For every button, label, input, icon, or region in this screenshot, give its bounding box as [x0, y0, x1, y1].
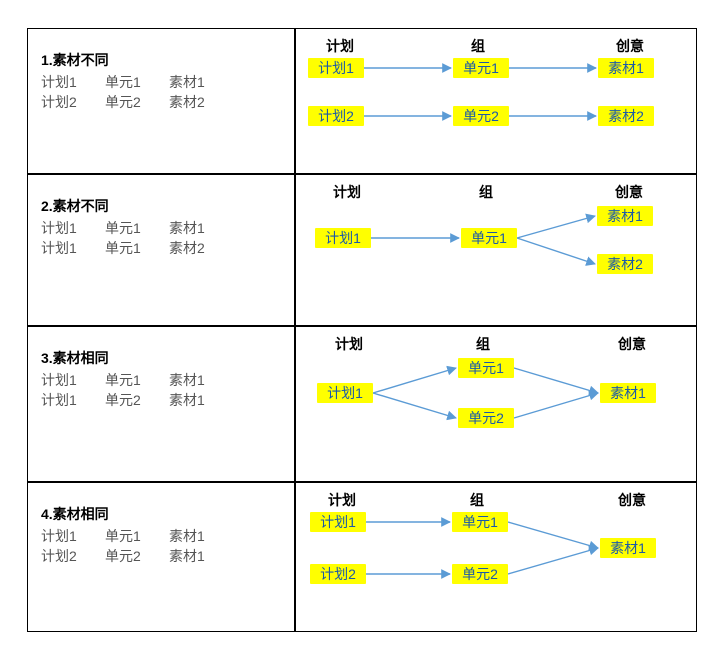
panel4-col2-row1: 单元1	[105, 526, 141, 546]
flow-node: 计划2	[310, 564, 366, 584]
panel3-col1-row2: 计划1	[41, 390, 77, 410]
flow-node: 素材2	[598, 106, 654, 126]
panel4-col2-row2: 单元2	[105, 546, 141, 566]
flow-node: 计划1	[308, 58, 364, 78]
flow-node: 单元1	[452, 512, 508, 532]
panel4-col3-row2: 素材1	[169, 546, 205, 566]
panel4-col1-row2: 计划2	[41, 546, 77, 566]
panel1-col1-row2: 计划2	[41, 92, 77, 112]
col-header-2-2: 组	[479, 182, 493, 202]
col-header-4-1: 计划	[328, 490, 356, 510]
flow-node: 素材1	[600, 538, 656, 558]
panel-title-1: 1.素材不同	[41, 50, 109, 70]
flow-node: 计划1	[310, 512, 366, 532]
col-header-4-2: 组	[470, 490, 484, 510]
col-header-1-2: 组	[471, 36, 485, 56]
panel2-col1-row1: 计划1	[41, 218, 77, 238]
panel1-col2-row1: 单元1	[105, 72, 141, 92]
panel1-col2-row2: 单元2	[105, 92, 141, 112]
col-header-2-3: 创意	[615, 182, 643, 202]
panel4-col1-row1: 计划1	[41, 526, 77, 546]
panel3-col3-row2: 素材1	[169, 390, 205, 410]
flow-node: 计划1	[315, 228, 371, 248]
panel3-col1-row1: 计划1	[41, 370, 77, 390]
flow-node: 计划2	[308, 106, 364, 126]
flow-node: 单元2	[458, 408, 514, 428]
flow-node: 素材1	[598, 58, 654, 78]
flow-node: 素材1	[600, 383, 656, 403]
panel2-col1-row2: 计划1	[41, 238, 77, 258]
panel1-col1-row1: 计划1	[41, 72, 77, 92]
panel1-col3-row2: 素材2	[169, 92, 205, 112]
flow-node: 单元1	[453, 58, 509, 78]
panel4-col3-row1: 素材1	[169, 526, 205, 546]
panel2-col3-row1: 素材1	[169, 218, 205, 238]
panel3-col3-row1: 素材1	[169, 370, 205, 390]
col-header-3-3: 创意	[618, 334, 646, 354]
panel3-col2-row2: 单元2	[105, 390, 141, 410]
panel-title-3: 3.素材相同	[41, 348, 109, 368]
flow-node: 计划1	[317, 383, 373, 403]
panel2-col3-row2: 素材2	[169, 238, 205, 258]
flow-node: 单元2	[452, 564, 508, 584]
panel-title-4: 4.素材相同	[41, 504, 109, 524]
flow-node: 单元1	[461, 228, 517, 248]
flow-node: 素材1	[597, 206, 653, 226]
col-header-4-3: 创意	[618, 490, 646, 510]
col-header-3-2: 组	[476, 334, 490, 354]
panel3-col2-row1: 单元1	[105, 370, 141, 390]
panel-title-2: 2.素材不同	[41, 196, 109, 216]
flow-node: 单元1	[458, 358, 514, 378]
col-header-2-1: 计划	[333, 182, 361, 202]
flow-node: 单元2	[453, 106, 509, 126]
canvas: 1.素材不同计划1单元1素材1计划2单元2素材2计划组创意计划1单元1素材1计划…	[0, 0, 728, 657]
panel2-col2-row1: 单元1	[105, 218, 141, 238]
col-header-1-1: 计划	[326, 36, 354, 56]
flow-node: 素材2	[597, 254, 653, 274]
col-header-1-3: 创意	[616, 36, 644, 56]
panel1-col3-row1: 素材1	[169, 72, 205, 92]
panel2-col2-row2: 单元1	[105, 238, 141, 258]
col-header-3-1: 计划	[335, 334, 363, 354]
